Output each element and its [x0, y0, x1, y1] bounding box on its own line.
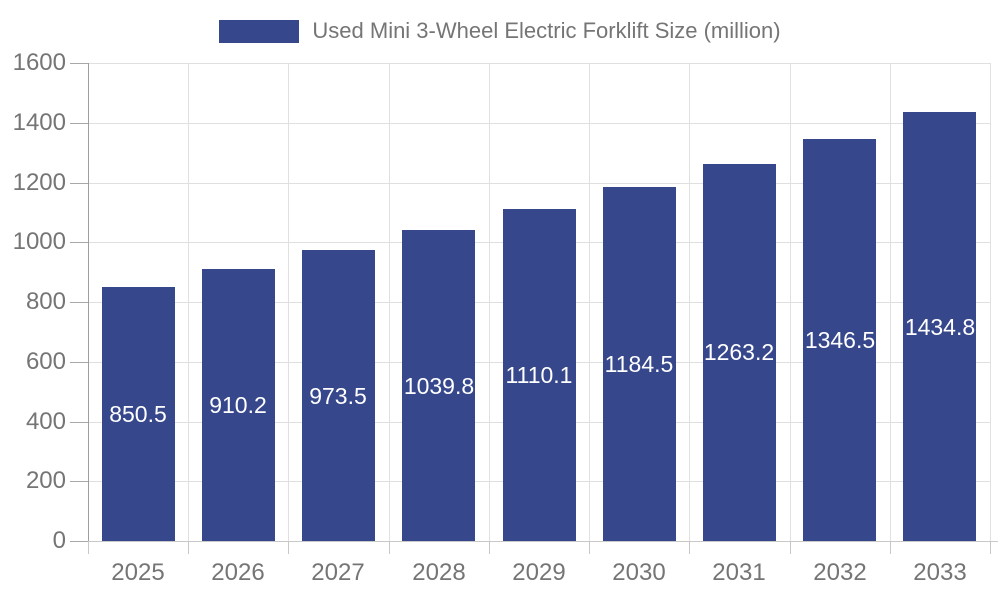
x-tick-label: 2029 [512, 559, 566, 586]
x-tick-label: 2030 [612, 559, 666, 586]
gridline-horizontal [88, 183, 990, 184]
x-tick-label: 2025 [111, 559, 165, 586]
gridline-vertical [389, 63, 390, 541]
x-tick-label: 2033 [913, 559, 967, 586]
y-tick-label: 0 [52, 527, 66, 554]
x-tick-label: 2026 [211, 559, 265, 586]
x-tick-label: 2027 [311, 559, 365, 586]
bar [803, 139, 876, 541]
y-tick-label: 1600 [12, 49, 66, 76]
y-axis-tick [70, 242, 88, 243]
gridline-vertical [489, 63, 490, 541]
bar [903, 112, 976, 541]
y-tick-label: 1400 [12, 109, 66, 136]
gridline-vertical [188, 63, 189, 541]
y-tick-label: 1200 [12, 169, 66, 196]
x-axis-tick [389, 541, 390, 554]
x-axis-tick [88, 541, 89, 554]
x-axis-tick [288, 541, 289, 554]
bar-value-label: 850.5 [109, 401, 167, 427]
bar-value-label: 910.2 [209, 392, 267, 418]
bar [703, 164, 776, 541]
bar-value-label: 1039.8 [403, 373, 475, 399]
y-axis-tick [70, 362, 88, 363]
x-tick-label: 2031 [712, 559, 766, 586]
gridline-vertical [288, 63, 289, 541]
y-axis-tick [70, 183, 88, 184]
y-tick-label: 200 [25, 467, 66, 494]
y-tick-label: 400 [25, 408, 66, 435]
y-tick-label: 1000 [12, 228, 66, 255]
bar [302, 250, 375, 541]
y-axis-line [88, 63, 89, 541]
gridline-vertical [790, 63, 791, 541]
y-tick-label: 800 [25, 288, 66, 315]
x-axis-tick [790, 541, 791, 554]
bar [102, 287, 175, 541]
gridline-vertical [689, 63, 690, 541]
gridline-vertical [990, 63, 991, 541]
bar [603, 187, 676, 541]
gridline-horizontal [88, 63, 990, 64]
x-axis-tick [489, 541, 490, 554]
x-tick-label: 2028 [412, 559, 466, 586]
legend-swatch [219, 19, 300, 43]
gridline-vertical [890, 63, 891, 541]
legend-label: Used Mini 3-Wheel Electric Forklift Size… [312, 18, 781, 43]
y-axis-tick [70, 541, 88, 542]
x-tick-label: 2032 [813, 559, 867, 586]
bar [503, 209, 576, 541]
gridline-vertical [589, 63, 590, 541]
legend: Used Mini 3-Wheel Electric Forklift Size… [0, 18, 1000, 44]
x-axis-tick [990, 541, 991, 554]
x-axis-line [70, 541, 998, 542]
bar-value-label: 1184.5 [604, 351, 674, 377]
x-axis-tick [890, 541, 891, 554]
y-axis-tick [70, 481, 88, 482]
gridline-horizontal [88, 123, 990, 124]
bar-value-label: 1263.2 [703, 339, 775, 365]
x-axis-tick [188, 541, 189, 554]
y-axis-tick [70, 302, 88, 303]
y-axis-tick [70, 63, 88, 64]
x-axis-tick [589, 541, 590, 554]
y-axis-tick [70, 422, 88, 423]
x-axis-tick [689, 541, 690, 554]
y-axis-tick [70, 123, 88, 124]
bar-value-label: 1110.1 [505, 362, 573, 388]
bar-value-label: 1434.8 [904, 314, 976, 340]
y-tick-label: 600 [25, 348, 66, 375]
bar-value-label: 1346.5 [804, 327, 876, 353]
bar [402, 230, 475, 541]
bar [202, 269, 275, 541]
bar-value-label: 973.5 [309, 383, 367, 409]
